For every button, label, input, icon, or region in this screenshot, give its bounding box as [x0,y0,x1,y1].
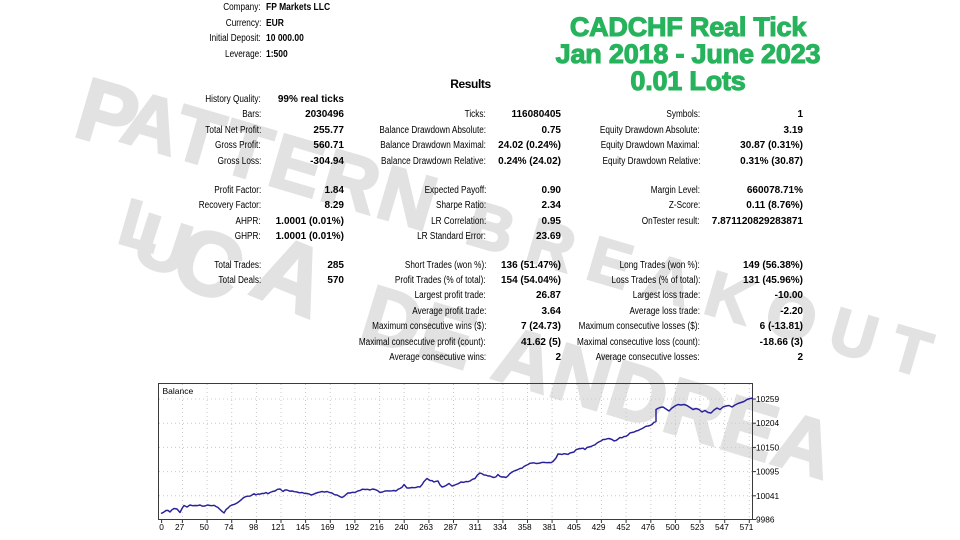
svg-text:121: 121 [271,522,285,532]
svg-text:98: 98 [249,522,259,532]
svg-text:10095: 10095 [756,467,779,477]
svg-text:10150: 10150 [756,442,779,452]
svg-text:358: 358 [518,522,532,532]
svg-text:263: 263 [419,522,433,532]
svg-text:429: 429 [592,522,606,532]
svg-text:10041: 10041 [756,491,779,501]
svg-text:50: 50 [200,522,210,532]
svg-text:381: 381 [542,522,556,532]
svg-text:523: 523 [690,522,704,532]
svg-text:547: 547 [715,522,729,532]
svg-text:216: 216 [370,522,384,532]
svg-text:311: 311 [469,522,483,532]
svg-text:0: 0 [159,522,164,532]
svg-text:192: 192 [345,522,359,532]
svg-text:74: 74 [224,522,234,532]
svg-text:240: 240 [394,522,408,532]
svg-text:571: 571 [740,522,754,532]
svg-text:405: 405 [567,522,581,532]
svg-text:10204: 10204 [756,418,779,428]
svg-text:Balance: Balance [163,386,194,396]
svg-text:452: 452 [616,522,630,532]
svg-text:334: 334 [493,522,507,532]
svg-text:145: 145 [296,522,310,532]
svg-text:287: 287 [444,522,458,532]
svg-text:27: 27 [175,522,185,532]
svg-text:169: 169 [321,522,335,532]
svg-text:500: 500 [666,522,680,532]
svg-text:9986: 9986 [756,515,775,525]
svg-text:10259: 10259 [756,394,779,404]
svg-text:476: 476 [641,522,655,532]
